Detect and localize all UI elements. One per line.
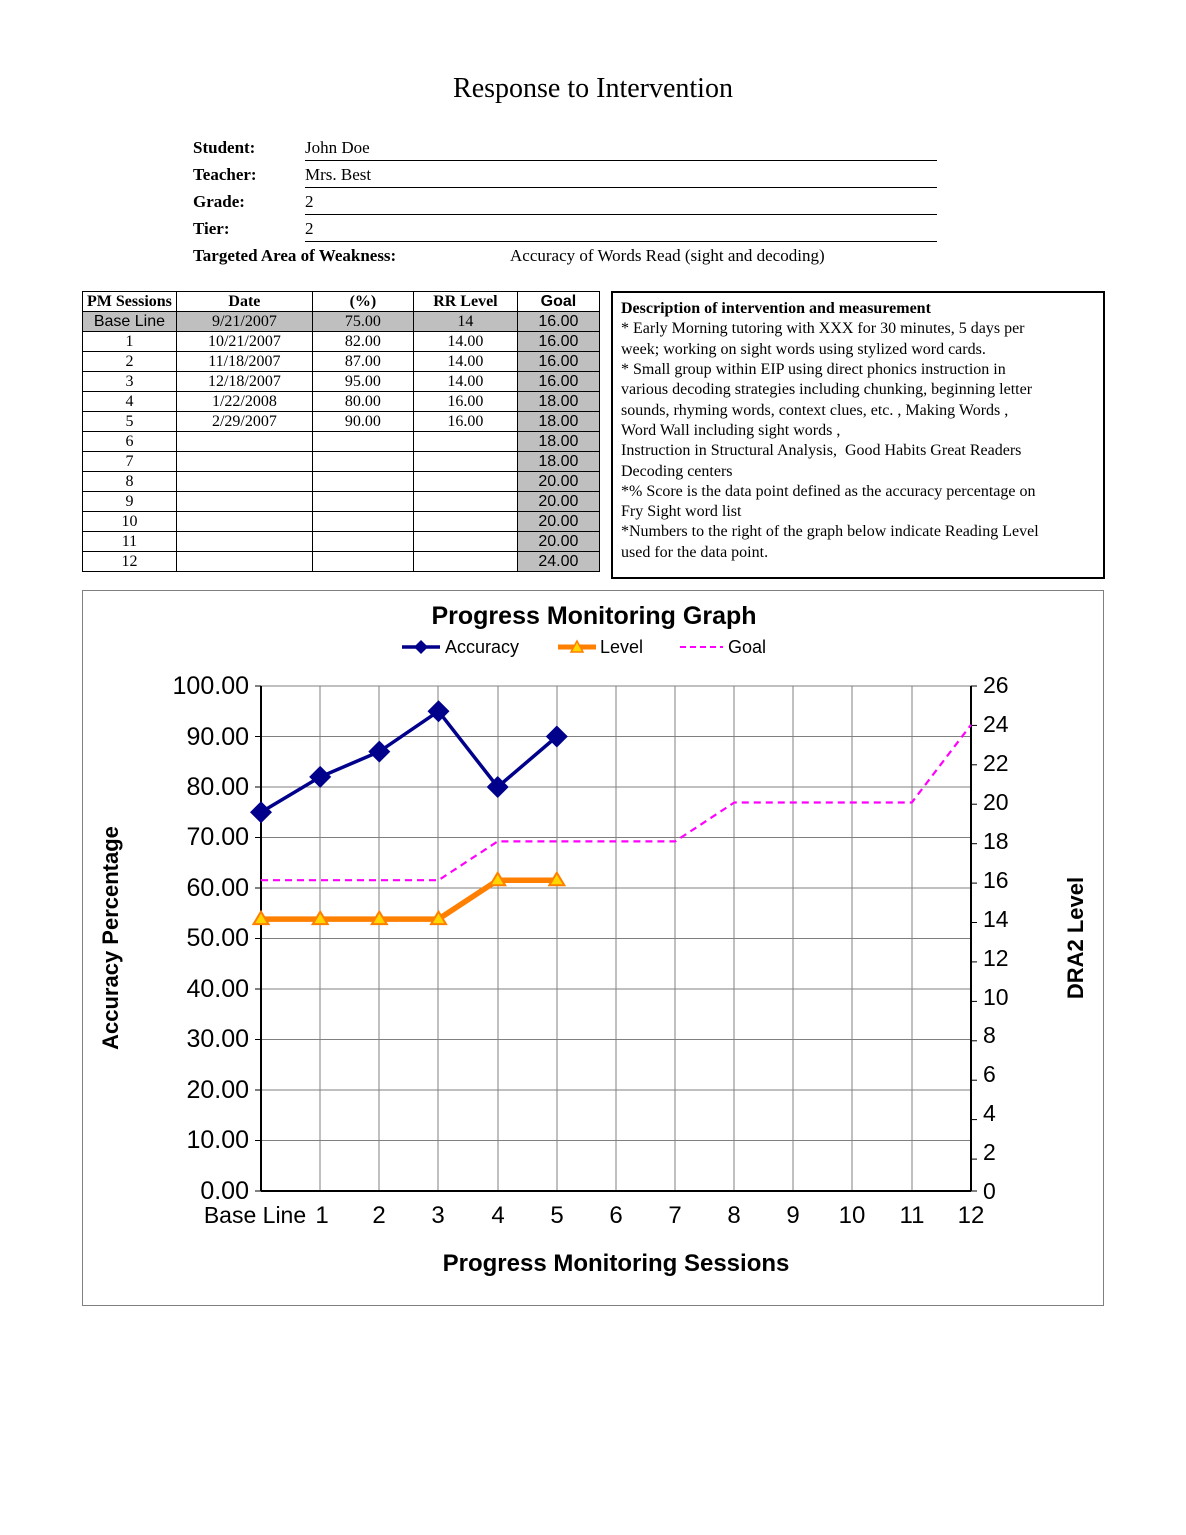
svg-text:12: 12 xyxy=(958,1202,985,1229)
svg-text:14: 14 xyxy=(983,906,1009,932)
svg-text:10.00: 10.00 xyxy=(186,1126,249,1154)
svg-text:18: 18 xyxy=(983,828,1009,854)
svg-text:40.00: 40.00 xyxy=(186,975,249,1003)
svg-text:1: 1 xyxy=(315,1202,328,1229)
svg-text:4: 4 xyxy=(983,1100,996,1126)
svg-text:20: 20 xyxy=(983,789,1009,815)
svg-text:10: 10 xyxy=(839,1202,866,1229)
svg-text:2: 2 xyxy=(983,1139,996,1165)
svg-text:Accuracy: Accuracy xyxy=(445,637,519,657)
svg-text:Progress Monitoring Graph: Progress Monitoring Graph xyxy=(431,602,756,630)
svg-text:60.00: 60.00 xyxy=(186,874,249,902)
svg-text:6: 6 xyxy=(983,1061,996,1087)
svg-text:Base Line: Base Line xyxy=(204,1202,306,1228)
svg-text:6: 6 xyxy=(609,1202,622,1229)
svg-text:7: 7 xyxy=(668,1202,681,1229)
svg-text:100.00: 100.00 xyxy=(173,672,249,700)
svg-text:Accuracy Percentage: Accuracy Percentage xyxy=(98,826,123,1050)
svg-text:Goal: Goal xyxy=(728,637,766,657)
svg-text:70.00: 70.00 xyxy=(186,823,249,851)
svg-text:8: 8 xyxy=(983,1022,996,1048)
svg-text:16: 16 xyxy=(983,867,1009,893)
svg-text:30.00: 30.00 xyxy=(186,1025,249,1053)
svg-text:Progress Monitoring Sessions: Progress Monitoring Sessions xyxy=(443,1250,790,1277)
svg-text:8: 8 xyxy=(727,1202,740,1229)
svg-text:50.00: 50.00 xyxy=(186,924,249,952)
svg-text:12: 12 xyxy=(983,945,1009,971)
svg-text:24: 24 xyxy=(983,711,1009,737)
svg-text:DRA2 Level: DRA2 Level xyxy=(1063,877,1088,999)
svg-text:5: 5 xyxy=(550,1202,563,1229)
svg-text:0: 0 xyxy=(983,1178,996,1204)
svg-text:11: 11 xyxy=(900,1202,925,1229)
svg-text:90.00: 90.00 xyxy=(186,723,249,751)
svg-text:3: 3 xyxy=(431,1202,444,1229)
svg-text:26: 26 xyxy=(983,672,1009,698)
svg-text:10: 10 xyxy=(983,984,1009,1010)
svg-text:4: 4 xyxy=(491,1202,504,1229)
svg-text:20.00: 20.00 xyxy=(186,1076,249,1104)
svg-text:22: 22 xyxy=(983,750,1009,776)
svg-text:9: 9 xyxy=(786,1202,799,1229)
svg-text:2: 2 xyxy=(372,1202,385,1229)
svg-text:80.00: 80.00 xyxy=(186,773,249,801)
svg-text:0.00: 0.00 xyxy=(200,1177,249,1205)
svg-text:Level: Level xyxy=(600,637,643,657)
